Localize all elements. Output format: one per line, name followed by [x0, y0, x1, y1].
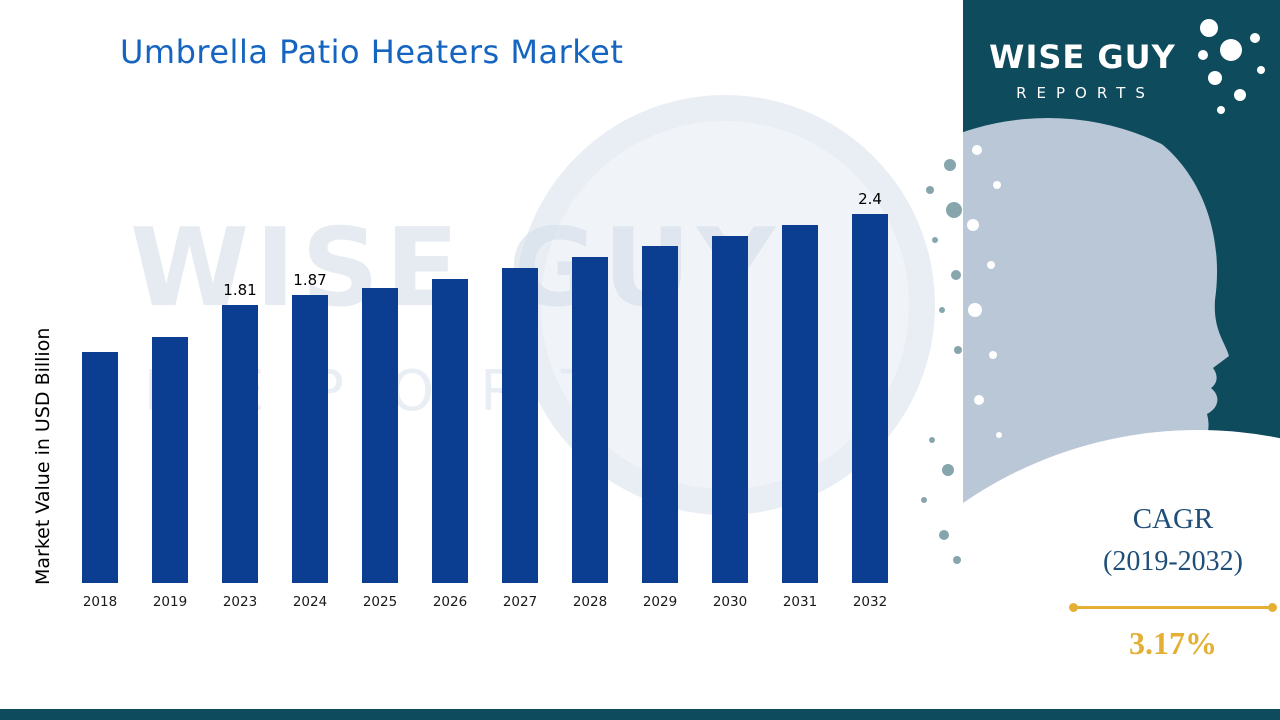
- x-tick-label: 2018: [82, 594, 118, 610]
- bar-group: 2028: [555, 211, 625, 610]
- cagr-divider: [1069, 603, 1277, 612]
- bar: [502, 268, 538, 583]
- x-tick-label: 2024: [292, 594, 328, 610]
- bar-group: 2026: [415, 211, 485, 610]
- x-tick-label: 2023: [222, 594, 258, 610]
- bar-value-label: 1.81: [223, 281, 257, 299]
- bar-group: 1.81 2023: [205, 211, 275, 610]
- bar: [222, 305, 258, 583]
- halftone-dots: [921, 159, 962, 564]
- bar: [292, 295, 328, 583]
- bar-group: 2030: [695, 211, 765, 610]
- bar: [362, 288, 398, 583]
- logo-wordmark: WISE GUY: [989, 38, 1176, 76]
- bar: [152, 337, 188, 583]
- x-tick-label: 2029: [642, 594, 678, 610]
- bar-group: 2027: [485, 211, 555, 610]
- bar-group: 2019: [135, 211, 205, 610]
- bar-value-label: 1.87: [293, 271, 327, 289]
- bar-group: 2031: [765, 211, 835, 610]
- bar-group: 1.87 2024: [275, 211, 345, 610]
- panel-dots: [967, 19, 1265, 438]
- x-tick-label: 2028: [572, 594, 608, 610]
- x-tick-label: 2032: [852, 594, 888, 610]
- bottom-bar: [0, 709, 1280, 720]
- bar: [82, 352, 118, 583]
- cagr-range: (2019-2032): [1103, 546, 1243, 577]
- bar-chart: 2018 2019 1.81 2023 1.87 2024 2025 2026 2027 2028…: [65, 190, 905, 610]
- x-tick-label: 2026: [432, 594, 468, 610]
- x-tick-label: 2030: [712, 594, 748, 610]
- bar: [852, 214, 888, 583]
- bar: [642, 246, 678, 583]
- x-tick-label: 2019: [152, 594, 188, 610]
- logo-subtext: REPORTS: [1016, 84, 1155, 102]
- x-tick-label: 2031: [782, 594, 818, 610]
- right-panel-graphic: [963, 0, 1280, 710]
- cagr-value: 3.17%: [1129, 625, 1217, 661]
- cagr-label: CAGR: [1132, 503, 1214, 535]
- bar: [572, 257, 608, 583]
- cagr-block: CAGR (2019-2032) 3.17%: [1069, 503, 1277, 662]
- bar-value-label: 2.4: [858, 190, 882, 208]
- x-tick-label: 2025: [362, 594, 398, 610]
- bar-group: 2.4 2032: [835, 190, 905, 610]
- bar: [782, 225, 818, 583]
- bar: [712, 236, 748, 583]
- x-tick-label: 2027: [502, 594, 538, 610]
- bar: [432, 279, 468, 583]
- bar-group: 2018: [65, 211, 135, 610]
- chart-title: Umbrella Patio Heaters Market: [120, 33, 624, 71]
- logo: WISE GUY REPORTS: [975, 38, 1190, 102]
- bar-group: 2025: [345, 211, 415, 610]
- y-axis-label: Market Value in USD Billion: [32, 327, 54, 585]
- bar-group: 2029: [625, 211, 695, 610]
